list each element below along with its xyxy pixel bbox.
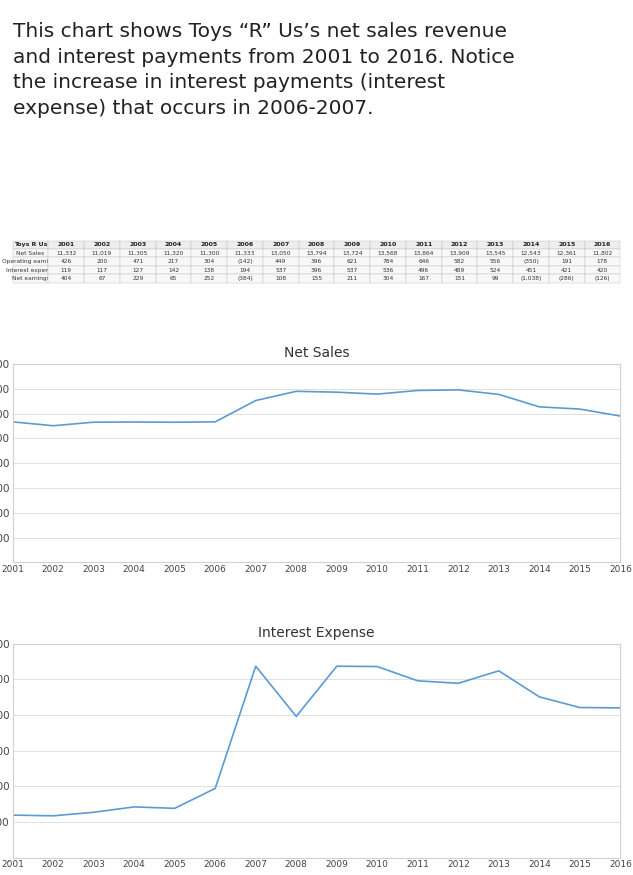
Text: This chart shows Toys “R” Us’s net sales revenue
and interest payments from 2001: This chart shows Toys “R” Us’s net sales… [13,22,515,118]
Title: Interest Expense: Interest Expense [258,626,375,640]
Title: Net Sales: Net Sales [284,346,349,360]
